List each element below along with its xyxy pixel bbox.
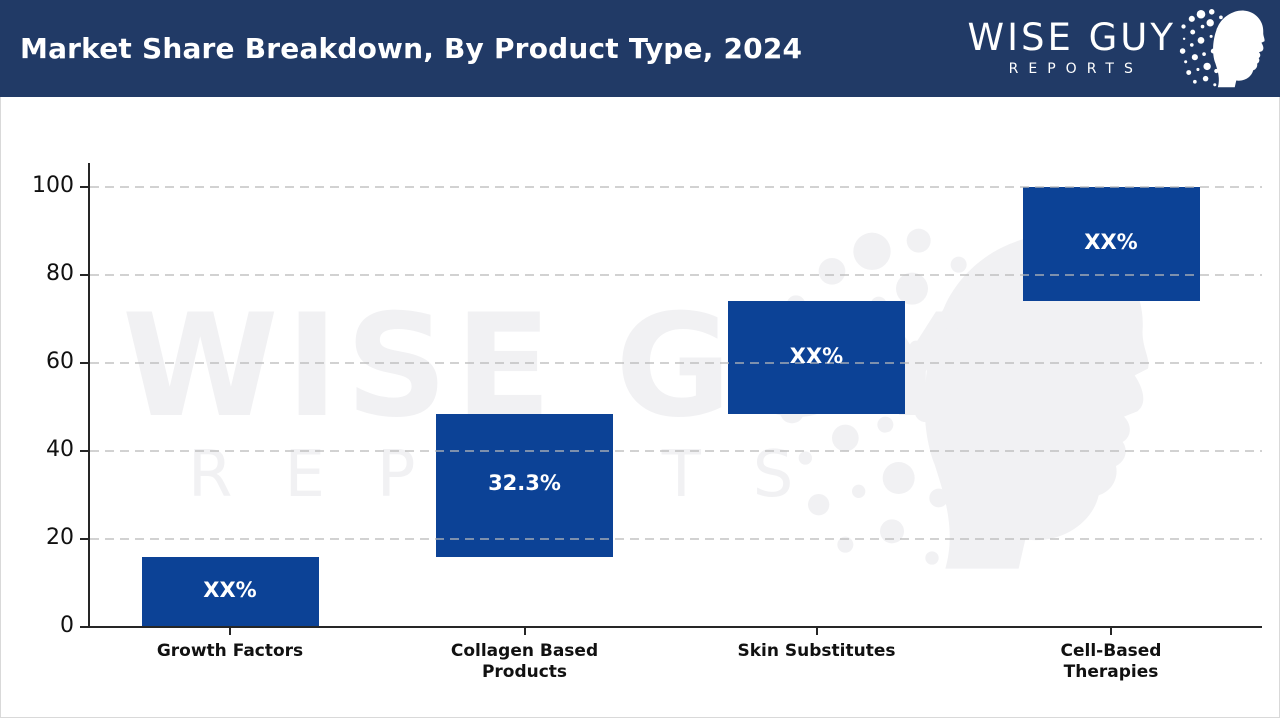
y-tick-label: 80 [46, 261, 74, 286]
page-title: Market Share Breakdown, By Product Type,… [20, 32, 803, 65]
x-tick-mark [815, 628, 818, 635]
header-bar: Market Share Breakdown, By Product Type,… [0, 0, 1280, 97]
logo-text: WISE GUY REPORTS [968, 19, 1176, 77]
x-axis-line [88, 626, 1262, 628]
y-tick-mark [80, 186, 88, 188]
bar-value-label: XX% [1084, 230, 1138, 255]
y-tick-label: 60 [46, 349, 74, 374]
y-tick-label: 0 [60, 613, 74, 638]
gridline [90, 274, 1262, 276]
x-axis-label: Skin Substitutes [737, 641, 896, 661]
x-tick-mark [1110, 628, 1112, 635]
logo-reports-text: REPORTS [1008, 61, 1143, 77]
y-tick-mark [80, 626, 88, 628]
y-tick-label: 40 [46, 437, 74, 462]
chart-bar [436, 414, 613, 557]
gridline [90, 186, 1262, 188]
logo-brand-text: WISE GUY [967, 16, 1176, 59]
x-tick-mark [229, 628, 231, 635]
y-tick-mark [80, 450, 88, 452]
x-axis-label: Growth Factors [156, 641, 304, 661]
x-tick-mark [523, 628, 526, 635]
x-axis-label: Cell-Based Therapies [1060, 641, 1162, 682]
y-tick-label: 20 [46, 525, 74, 550]
gridline [90, 450, 1262, 452]
logo-face-icon [1178, 8, 1270, 88]
chart-bar [141, 556, 319, 627]
y-tick-mark [80, 362, 88, 364]
y-axis-line [88, 163, 90, 628]
bar-value-label: 32.3% [488, 471, 561, 496]
x-axis-label: Collagen Based Products [450, 641, 599, 682]
bar-value-label: XX% [203, 577, 257, 602]
y-tick-label: 100 [32, 173, 74, 198]
brand-logo: WISE GUY REPORTS [968, 8, 1270, 88]
gridline [90, 362, 1262, 364]
gridline [90, 538, 1262, 540]
y-tick-mark [80, 274, 88, 276]
bar-value-label: XX% [789, 343, 844, 368]
y-tick-mark [80, 538, 88, 540]
